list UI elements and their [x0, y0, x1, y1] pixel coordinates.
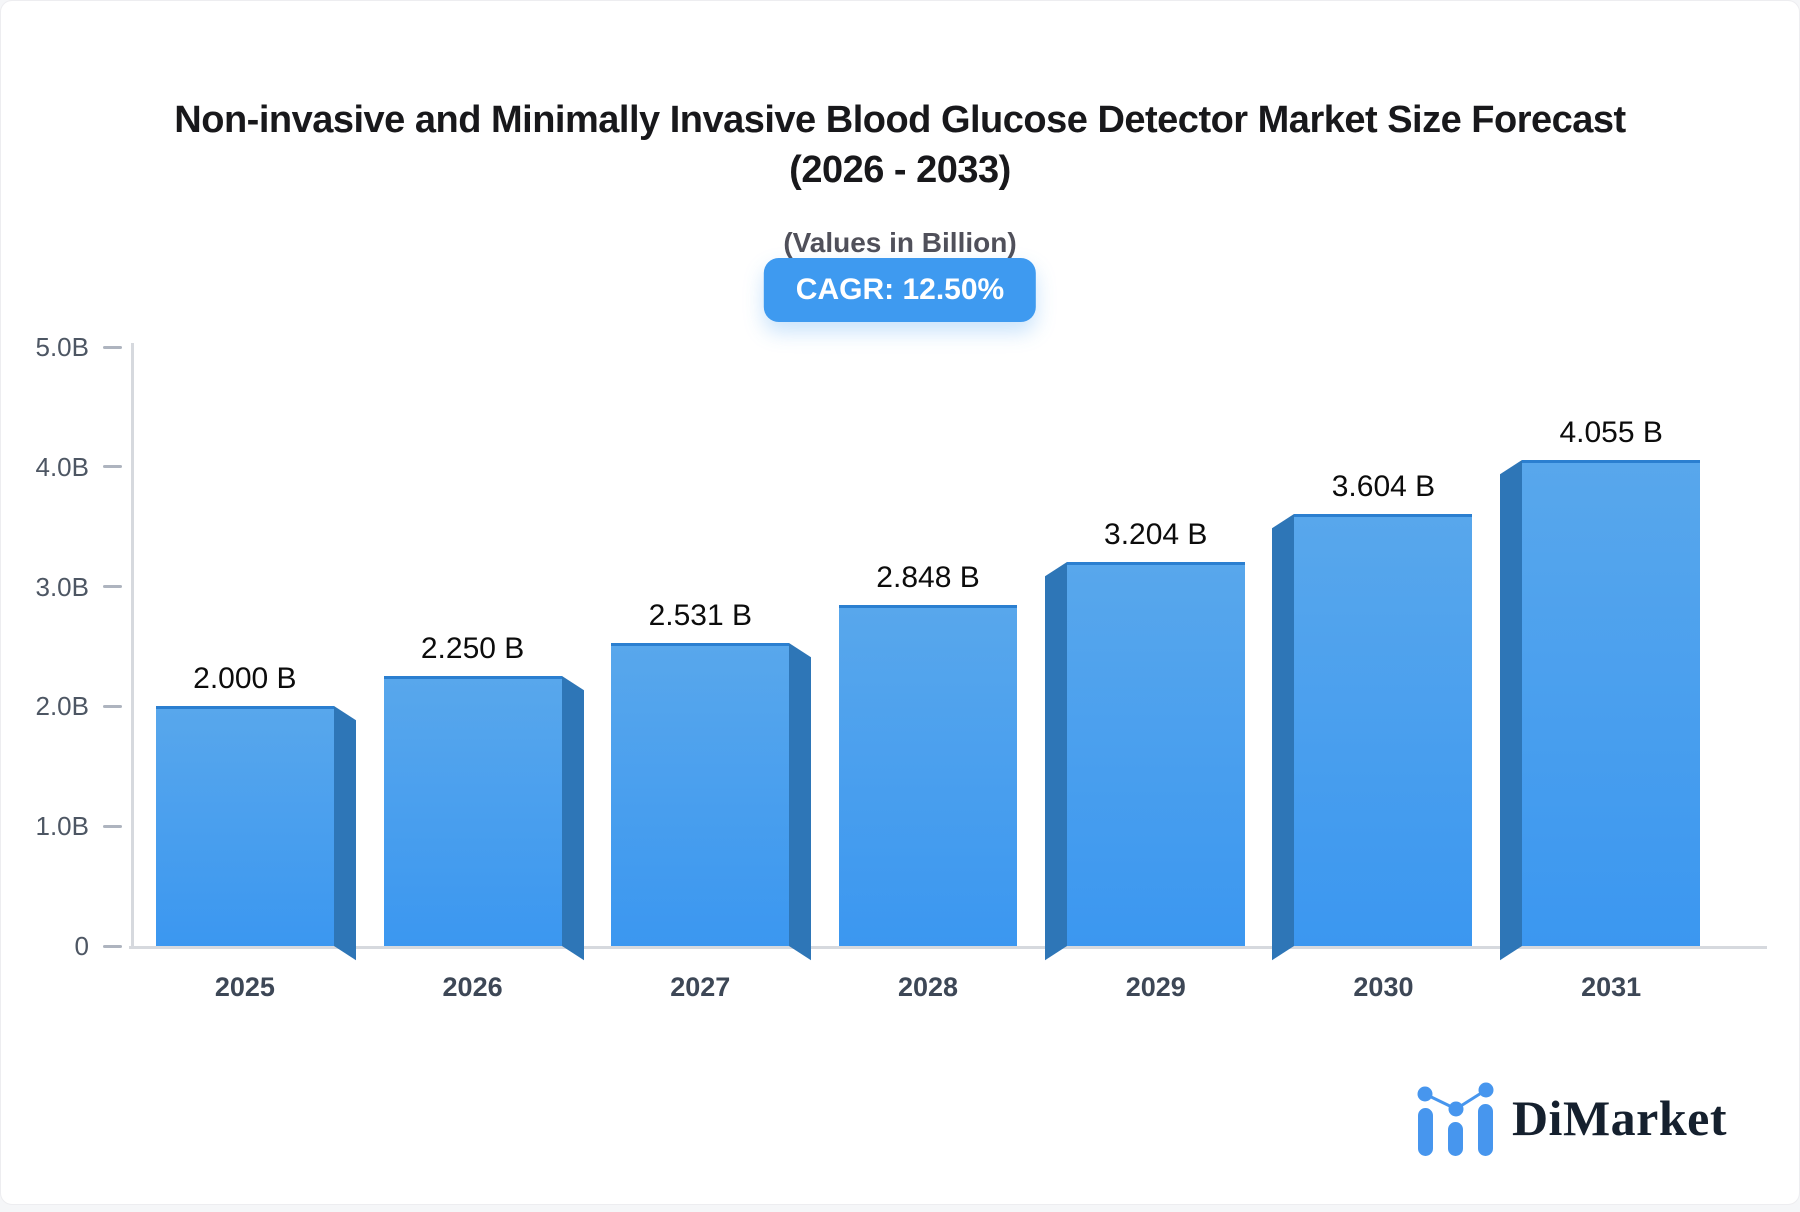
x-tick-label: 2031	[1581, 972, 1642, 1002]
bar-slot: 3.204 B	[1042, 347, 1270, 961]
x-tick-label: 2025	[214, 972, 275, 1002]
bar-slot: 2.848 B	[814, 347, 1042, 946]
y-tick-label: 2.0B	[35, 691, 90, 722]
bar-side-face	[1272, 514, 1295, 961]
y-tick-label: 1.0B	[35, 811, 90, 842]
y-tick-dash	[103, 345, 122, 349]
bar-chart-with-dots-icon	[1417, 1082, 1494, 1156]
bar-side-face	[333, 706, 356, 961]
plot-area: 2.000 B 2.250 B 2.531 B 2.848 B 3.204 B 3.604…	[129, 343, 1767, 1002]
x-tick-label: 2029	[1125, 972, 1186, 1002]
bar-value-label: 2.000 B	[193, 662, 297, 696]
bar-2029: 3.204 B	[1044, 518, 1245, 961]
y-tick-label: 5.0B	[35, 332, 90, 362]
x-tick-label: 2026	[442, 972, 503, 1002]
y-axis-ticks: 5.0B 4.0B 3.0B 2.0B 1.0B 0	[1, 332, 131, 961]
x-tick-label: 2030	[1353, 972, 1414, 1002]
bar-slot: 2.531 B	[586, 347, 814, 961]
bar-value-label: 2.848 B	[876, 560, 980, 594]
cagr-badge: CAGR: 12.50%	[763, 258, 1037, 322]
logo-text: DiMarket	[1511, 1090, 1727, 1146]
y-tick-dash	[103, 465, 122, 469]
y-tick-label: 3.0B	[35, 571, 90, 602]
bar-2030: 3.604 B	[1272, 470, 1473, 961]
bar-2026: 2.250 B	[383, 632, 584, 961]
bar-2028: 2.848 B	[839, 561, 1018, 946]
chart-title-line2: (2026 - 2033)	[789, 149, 1011, 191]
bar-slot: 4.055 B	[1497, 347, 1725, 961]
y-tick-dash	[103, 824, 122, 828]
bar-value-label: 2.250 B	[420, 632, 525, 666]
bar-side-face	[1044, 562, 1067, 961]
bar-2027: 2.531 B	[611, 599, 812, 961]
bar-value-label: 4.055 B	[1559, 416, 1663, 450]
bar-side-face	[1500, 460, 1523, 961]
bar-side-face	[561, 676, 584, 961]
y-tick-label: 0	[74, 931, 89, 961]
chart-subtitle: (Values in Billion)	[783, 227, 1017, 258]
chart-title-line1: Non-invasive and Minimally Invasive Bloo…	[174, 99, 1626, 141]
bar-value-label: 2.531 B	[648, 598, 753, 632]
bar-2025: 2.000 B	[155, 662, 356, 961]
x-axis-labels: 2025 2026 2027 2028 2029 2030 2031	[131, 972, 1725, 1003]
bar-2031: 4.055 B	[1500, 416, 1701, 961]
bar-value-label: 3.604 B	[1331, 470, 1436, 504]
y-tick-dash	[103, 704, 122, 708]
y-tick-dash	[103, 585, 122, 589]
x-axis-line	[129, 946, 1767, 949]
bars-container: 2.000 B 2.250 B 2.531 B 2.848 B 3.204 B 3.604…	[131, 347, 1725, 961]
bar-slot: 2.000 B	[131, 347, 359, 961]
y-axis-line	[131, 343, 134, 949]
bar-slot: 3.604 B	[1270, 347, 1498, 961]
x-tick-label: 2027	[670, 972, 731, 1002]
dimarket-logo: DiMarket	[1415, 1080, 1727, 1156]
x-tick-label: 2028	[897, 972, 959, 1002]
y-tick-label: 4.0B	[35, 451, 90, 482]
bar-value-label: 3.204 B	[1104, 518, 1208, 552]
y-tick-dash	[103, 944, 122, 948]
bar-side-face	[789, 642, 812, 961]
bar-slot: 2.250 B	[359, 347, 587, 961]
